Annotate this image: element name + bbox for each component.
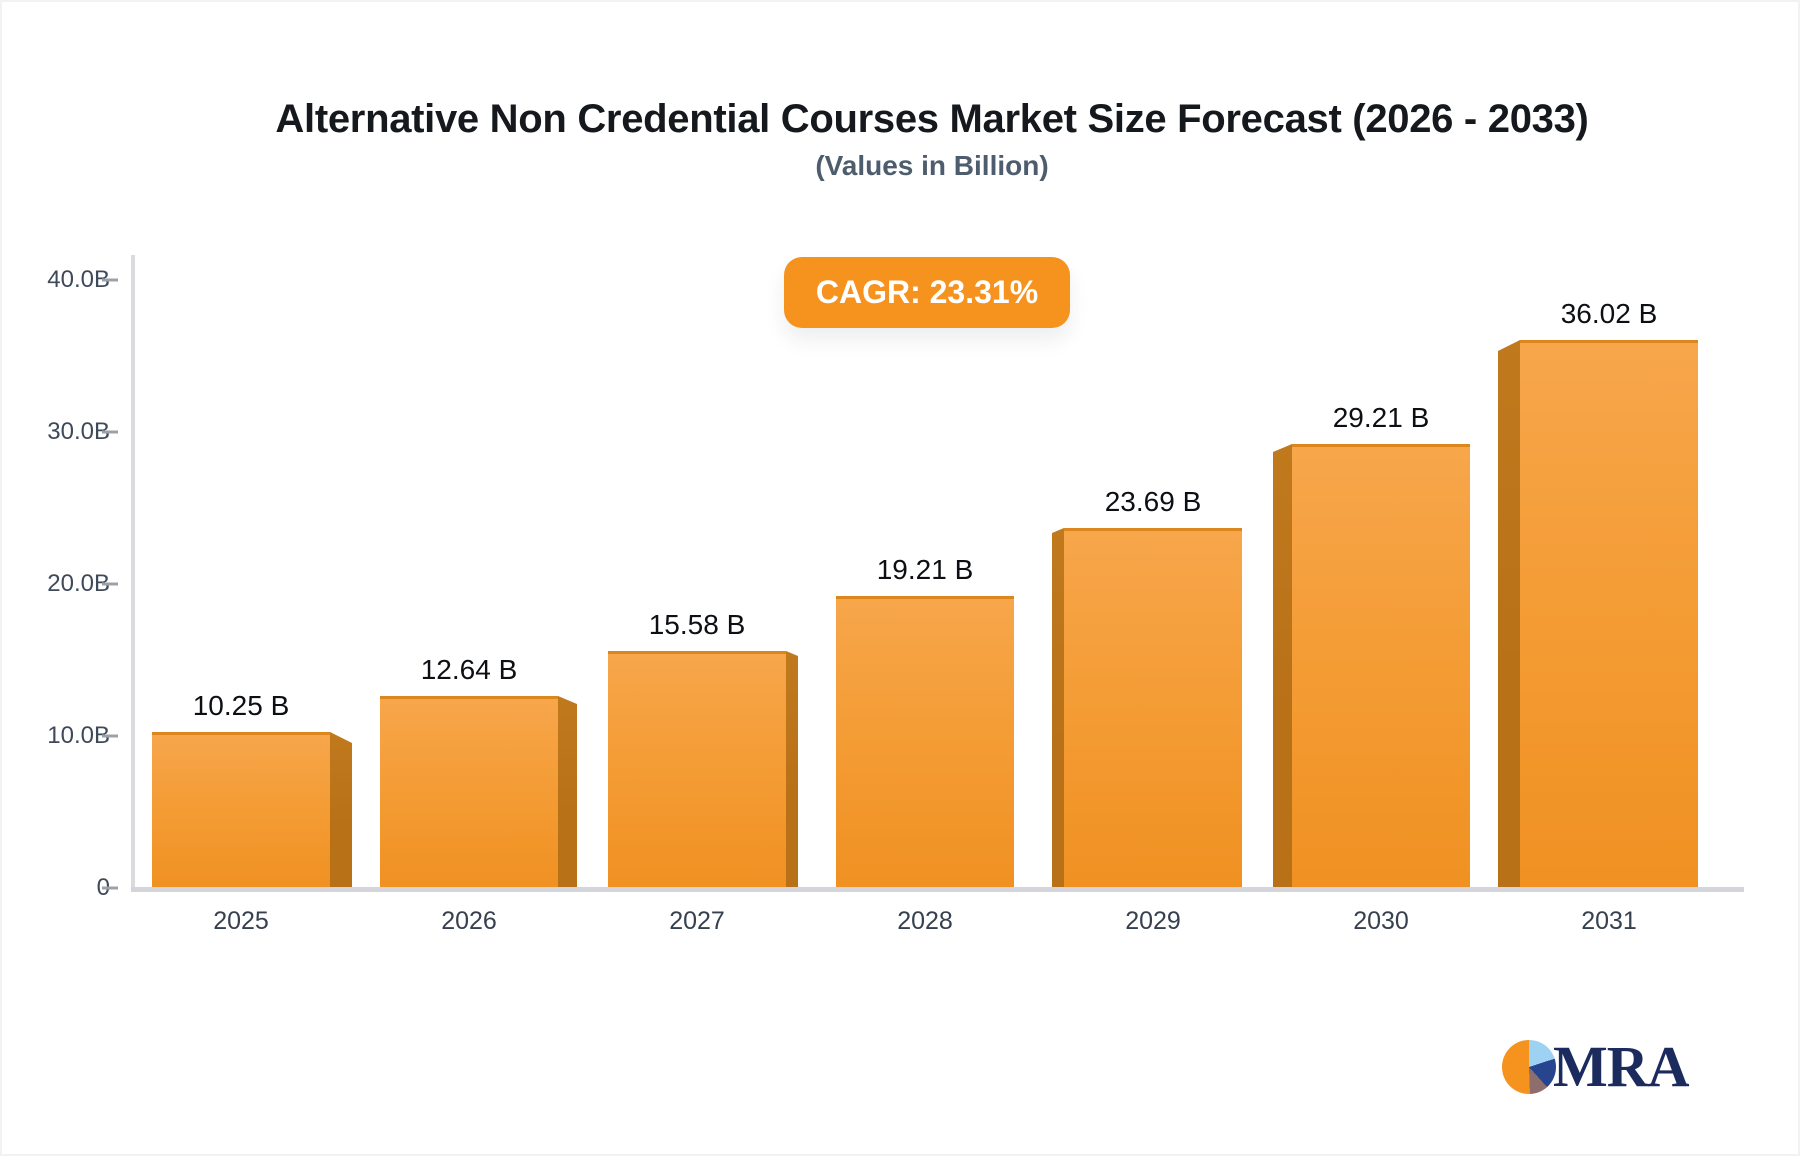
x-tick-label: 2029 — [1125, 907, 1181, 935]
bar-value-label: 10.25 B — [192, 690, 290, 721]
pie-chart-logo-icon — [1502, 1040, 1556, 1094]
x-tick-label: 2028 — [897, 907, 953, 935]
bar-value-label: 36.02 B — [1560, 298, 1658, 329]
y-tick-dash — [102, 278, 118, 282]
y-tick-label: 10.0B — [47, 722, 110, 749]
bar-value-label: 29.21 B — [1332, 402, 1430, 433]
y-tick-dash — [102, 886, 118, 890]
y-tick-label: 30.0B — [47, 418, 110, 445]
bar-3d-side — [786, 651, 798, 887]
bar-2027 — [608, 651, 786, 887]
y-tick-label: 20.0B — [47, 570, 110, 597]
cagr-badge: CAGR: 23.31% — [784, 257, 1070, 328]
x-tick-label: 2025 — [213, 907, 269, 935]
bar-value-label: 12.64 B — [420, 654, 518, 685]
y-tick-dash — [102, 430, 118, 434]
bar-2030 — [1292, 444, 1470, 887]
chart-title: Alternative Non Credential Courses Marke… — [275, 97, 1589, 141]
bar-2031 — [1520, 340, 1698, 887]
chart-subtitle: (Values in Billion) — [815, 150, 1049, 181]
bar-3d-side — [558, 696, 577, 887]
x-tick-label: 2027 — [669, 907, 725, 935]
x-axis-baseline — [131, 887, 1744, 892]
bar-2025 — [152, 732, 330, 887]
y-tick-label: 40.0B — [47, 266, 110, 293]
bar-3d-side — [1052, 528, 1064, 887]
bar-value-label: 23.69 B — [1104, 486, 1202, 517]
bar-3d-side — [330, 732, 352, 887]
y-tick-label: 0 — [20, 874, 110, 902]
x-tick-label: 2031 — [1581, 907, 1637, 935]
y-tick-dash — [102, 582, 118, 586]
bar-2028 — [836, 596, 1014, 887]
y-tick-dash — [102, 734, 118, 738]
bar-value-label: 19.21 B — [876, 554, 974, 585]
x-tick-label: 2030 — [1353, 907, 1409, 935]
logo-text: MRA — [1553, 1034, 1690, 1099]
bar-value-label: 15.58 B — [648, 609, 746, 640]
cagr-badge-label: CAGR: 23.31% — [815, 274, 1039, 310]
bar-3d-side — [1498, 340, 1520, 887]
y-axis-line — [131, 255, 135, 892]
bar-2029 — [1064, 528, 1242, 887]
bar-2026 — [380, 696, 558, 887]
mra-logo: MRA — [1502, 1034, 1690, 1099]
bar-3d-side — [1273, 444, 1292, 887]
x-tick-label: 2026 — [441, 907, 497, 935]
